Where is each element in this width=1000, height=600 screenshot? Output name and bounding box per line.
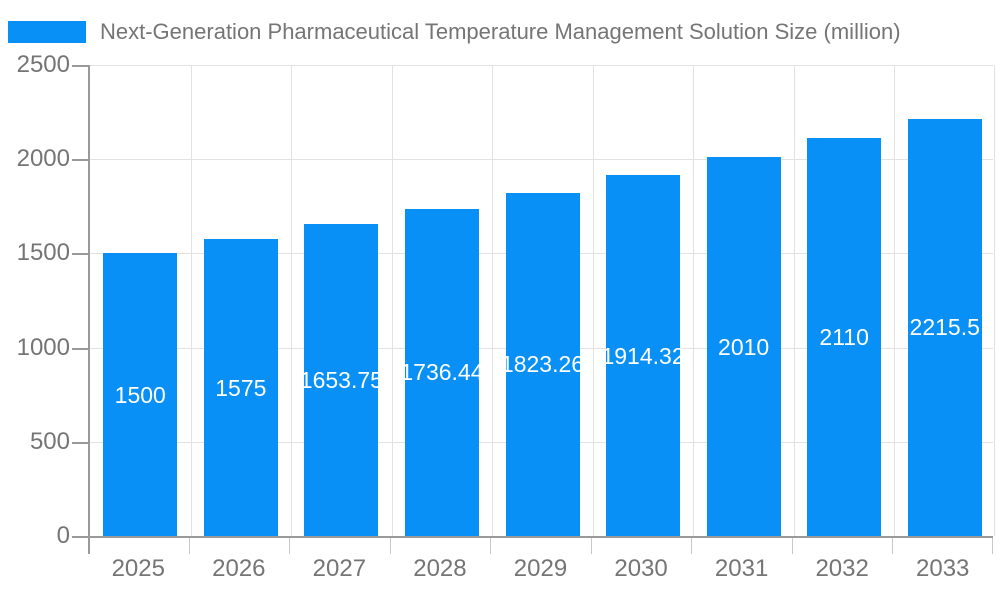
y-axis-tick — [72, 65, 88, 67]
y-axis-label: 1500 — [16, 239, 70, 267]
bar-value-label: 2215.5 — [909, 314, 980, 341]
bar-value-label: 2010 — [718, 333, 770, 360]
bar-value-label: 1823.26 — [500, 351, 585, 378]
bar[interactable] — [203, 239, 278, 536]
y-axis-tick — [72, 159, 88, 162]
x-axis-label: 2028 — [413, 555, 467, 582]
x-axis-tick — [289, 538, 291, 554]
x-gridline — [994, 65, 995, 536]
y-axis-label: 2500 — [16, 51, 70, 78]
bar-value-label: 1575 — [215, 374, 267, 401]
bar-value-label: 1736.44 — [400, 359, 484, 386]
y-gridline — [90, 65, 993, 66]
bar-value-label: 1500 — [114, 381, 166, 408]
x-gridline — [190, 65, 192, 536]
x-axis-tick — [791, 538, 793, 554]
bar[interactable] — [404, 208, 479, 536]
y-axis-label: 500 — [29, 427, 70, 455]
x-gridline — [492, 65, 494, 536]
x-gridline — [894, 65, 896, 536]
y-axis-extension — [88, 536, 90, 554]
bar[interactable] — [103, 253, 178, 536]
x-axis-tick — [188, 538, 190, 554]
bar[interactable] — [606, 175, 681, 536]
x-axis-tick — [590, 538, 592, 554]
bar[interactable] — [706, 157, 781, 536]
y-axis-tick — [72, 347, 88, 350]
x-axis-label: 2030 — [614, 555, 668, 582]
bar[interactable] — [304, 224, 379, 536]
bar[interactable] — [807, 138, 882, 536]
x-gridline — [793, 65, 795, 536]
x-axis-tick — [691, 538, 693, 554]
y-axis-tick — [72, 253, 88, 256]
legend-swatch[interactable] — [8, 21, 86, 43]
x-gridline — [391, 65, 393, 536]
bar-value-label: 1914.32 — [601, 342, 685, 369]
x-axis-tick — [389, 538, 391, 554]
plot-area: 1500 1575 1653.75 1736.44 1823.26 1914.32 2010… — [88, 65, 995, 538]
x-axis-label: 2027 — [312, 555, 367, 582]
x-axis-label: 2026 — [212, 555, 266, 582]
y-axis-tick — [72, 441, 88, 444]
x-axis-label: 2033 — [916, 555, 970, 582]
bar-value-label: 2110 — [819, 324, 869, 351]
bar[interactable] — [505, 192, 580, 536]
x-gridline — [291, 65, 293, 536]
y-axis-label: 1000 — [16, 333, 70, 361]
y-axis-tick — [72, 536, 88, 538]
x-axis-label: 2029 — [513, 555, 568, 582]
x-axis-tick — [892, 538, 894, 554]
x-gridline — [592, 65, 594, 536]
x-axis-label: 2031 — [714, 555, 769, 582]
x-axis-tick — [490, 538, 492, 554]
x-axis-label: 2032 — [815, 555, 869, 582]
bar[interactable] — [907, 118, 982, 536]
chart-legend: Next-Generation Pharmaceutical Temperatu… — [0, 0, 1000, 50]
x-axis-label: 2025 — [111, 555, 165, 582]
y-axis-label: 0 — [56, 522, 70, 549]
x-gridline — [693, 65, 695, 536]
bar-value-label: 1653.75 — [299, 367, 383, 394]
y-axis-label: 2000 — [16, 145, 70, 173]
chart-title: Next-Generation Pharmaceutical Temperatu… — [100, 19, 901, 44]
y-gridline — [90, 159, 993, 161]
x-axis-tick — [992, 538, 993, 554]
